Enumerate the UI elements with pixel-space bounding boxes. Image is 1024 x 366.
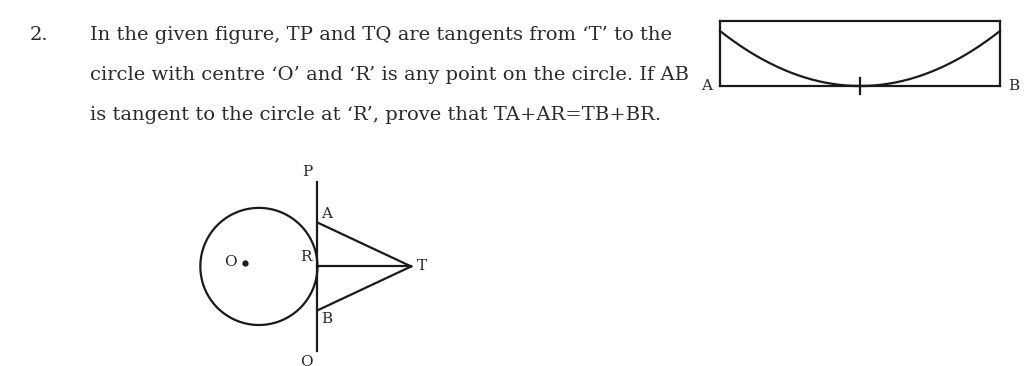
Text: O: O — [224, 255, 237, 269]
Text: R: R — [300, 250, 311, 264]
Text: Q: Q — [300, 354, 312, 366]
Text: B: B — [322, 311, 333, 325]
Text: T: T — [417, 259, 427, 273]
Text: A: A — [701, 79, 712, 93]
Text: B: B — [1008, 79, 1019, 93]
Text: circle with centre ‘O’ and ‘R’ is any point on the circle. If AB: circle with centre ‘O’ and ‘R’ is any po… — [90, 66, 689, 84]
Text: A: A — [322, 208, 333, 221]
Text: 2.: 2. — [30, 26, 48, 44]
Text: is tangent to the circle at ‘R’, prove that TA+AR=TB+BR.: is tangent to the circle at ‘R’, prove t… — [90, 106, 662, 124]
Text: P: P — [302, 165, 312, 179]
Text: In the given figure, TP and TQ are tangents from ‘T’ to the: In the given figure, TP and TQ are tange… — [90, 26, 672, 44]
